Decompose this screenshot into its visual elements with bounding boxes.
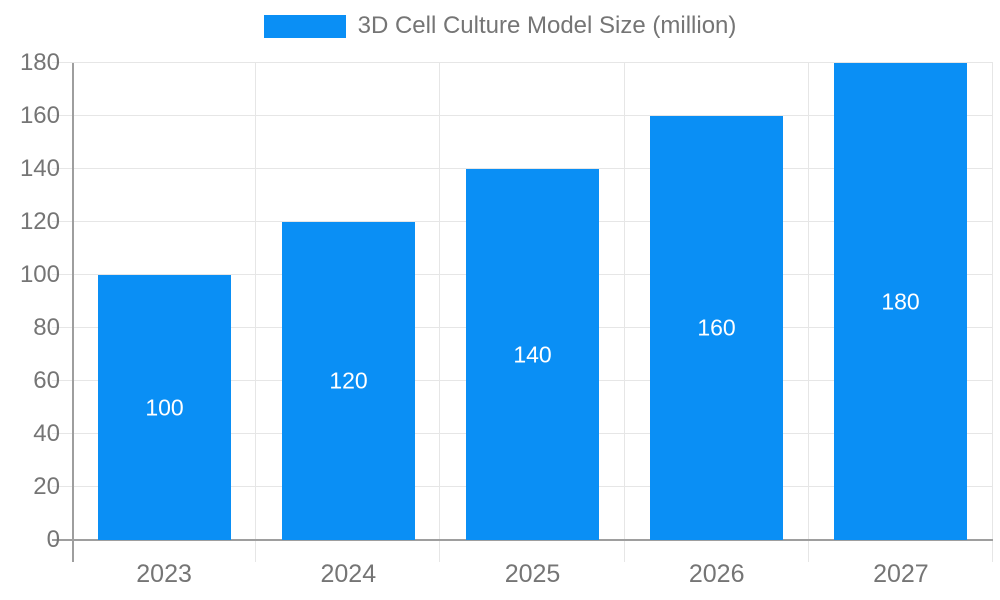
- y-axis-line: [72, 63, 74, 562]
- x-tick-label: 2027: [873, 560, 929, 588]
- y-tick-label: 100: [19, 261, 60, 288]
- gridline-vertical: [439, 63, 440, 562]
- bar[interactable]: [282, 222, 415, 540]
- y-tick-label: 180: [19, 49, 60, 76]
- bar-value-label: 100: [145, 394, 184, 420]
- plot-area: 100 120 140 160 180: [52, 62, 993, 562]
- legend-item[interactable]: 3D Cell Culture Model Size (million): [263, 12, 737, 39]
- legend-label: 3D Cell Culture Model Size (million): [357, 12, 737, 39]
- bar-value-label: 180: [881, 288, 920, 314]
- y-tick-label: 140: [19, 155, 60, 182]
- y-tick-label: 80: [33, 314, 60, 341]
- gridline-vertical: [992, 63, 993, 562]
- gridline-vertical: [255, 63, 256, 562]
- x-tick-label: 2024: [320, 560, 377, 588]
- y-tick-label: 40: [33, 420, 60, 447]
- y-tick-label: 60: [33, 367, 60, 394]
- x-axis-line: [52, 539, 993, 541]
- y-tick-label: 120: [19, 208, 60, 235]
- bar[interactable]: [834, 63, 967, 540]
- gridline-horizontal: [52, 168, 993, 169]
- bar-value-label: 120: [329, 367, 368, 394]
- y-tick-label: 0: [46, 526, 60, 553]
- y-tick-label: 160: [19, 102, 60, 129]
- x-tick-label: 2023: [136, 560, 192, 588]
- legend: 3D Cell Culture Model Size (million): [0, 14, 1000, 38]
- legend-swatch-icon: [263, 14, 346, 38]
- bar[interactable]: [466, 169, 599, 540]
- bar-value-label: 140: [513, 341, 552, 367]
- bar[interactable]: [650, 116, 783, 540]
- gridline-vertical: [808, 63, 809, 562]
- x-tick-label: 2026: [688, 560, 745, 588]
- bar[interactable]: [98, 275, 231, 540]
- x-tick-label: 2025: [504, 560, 561, 588]
- y-tick-label: 20: [33, 473, 60, 500]
- gridline-horizontal: [52, 115, 993, 116]
- bar-value-label: 160: [697, 314, 736, 341]
- gridline-vertical: [624, 63, 625, 562]
- gridline-horizontal: [52, 62, 993, 63]
